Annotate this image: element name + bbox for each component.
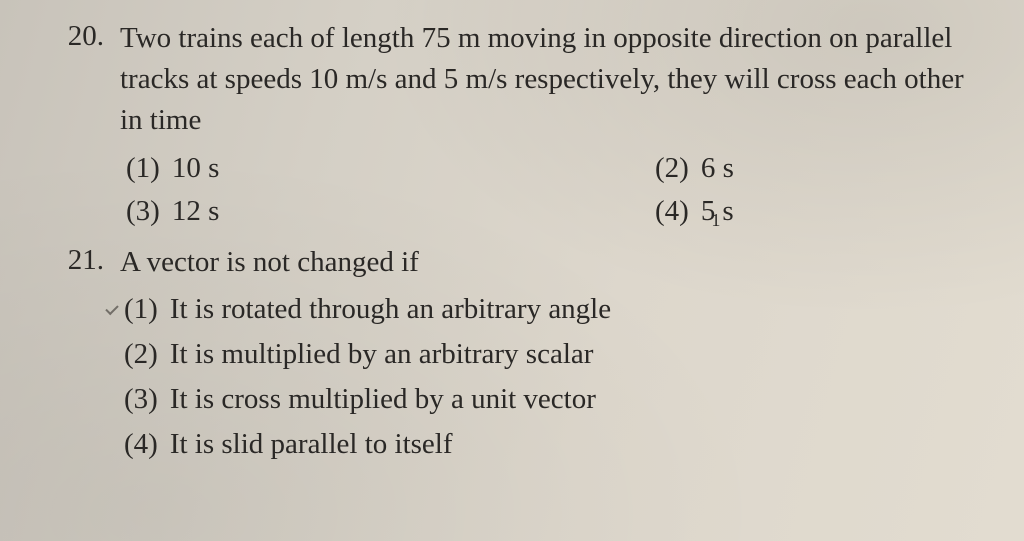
- option-text: 6 s: [701, 152, 954, 185]
- option-number: (3): [126, 195, 160, 228]
- option-text: It is slid parallel to itself: [170, 428, 994, 461]
- option-text: 12 s: [172, 195, 525, 228]
- option-number: (1): [126, 152, 160, 185]
- option-text: It is cross multiplied by a unit vector: [170, 383, 994, 416]
- option-3: (3) 12 s: [126, 195, 525, 228]
- option-text: 10 s: [172, 152, 525, 185]
- options-grid: (1) 10 s (2) 6 s (3) 12 s (4) 51s: [126, 152, 954, 228]
- question-number: 20.: [60, 18, 104, 53]
- page-container: 20. Two trains each of length 75 m movin…: [0, 0, 1024, 493]
- question-21: 21. A vector is not changed if (1) It is…: [60, 242, 994, 461]
- option-number: (2): [655, 152, 689, 185]
- option-2: (2) 6 s: [655, 152, 954, 185]
- question-text: Two trains each of length 75 m moving in…: [120, 18, 994, 142]
- option-number: (3): [124, 383, 158, 416]
- question-text: A vector is not changed if: [120, 242, 994, 283]
- option-4: (4) It is slid parallel to itself: [124, 428, 994, 461]
- option-number: (1): [124, 293, 158, 326]
- question-20: 20. Two trains each of length 75 m movin…: [60, 18, 994, 228]
- option-3: (3) It is cross multiplied by a unit vec…: [124, 383, 994, 416]
- question-number: 21.: [60, 242, 104, 277]
- option-number: (4): [655, 195, 689, 228]
- option-4: (4) 51s: [655, 195, 954, 228]
- option-text: It is rotated through an arbitrary angle: [170, 293, 994, 326]
- subscript: 1: [711, 210, 720, 230]
- option-1: (1) It is rotated through an arbitrary a…: [124, 293, 994, 326]
- options-list: (1) It is rotated through an arbitrary a…: [124, 293, 994, 461]
- option-text: It is multiplied by an arbitrary scalar: [170, 338, 994, 371]
- option-2: (2) It is multiplied by an arbitrary sca…: [124, 338, 994, 371]
- option-number: (2): [124, 338, 158, 371]
- question-row: 21. A vector is not changed if: [60, 242, 994, 283]
- option-number: (4): [124, 428, 158, 461]
- option-text: 51s: [701, 195, 954, 228]
- question-row: 20. Two trains each of length 75 m movin…: [60, 18, 994, 142]
- option-1: (1) 10 s: [126, 152, 525, 185]
